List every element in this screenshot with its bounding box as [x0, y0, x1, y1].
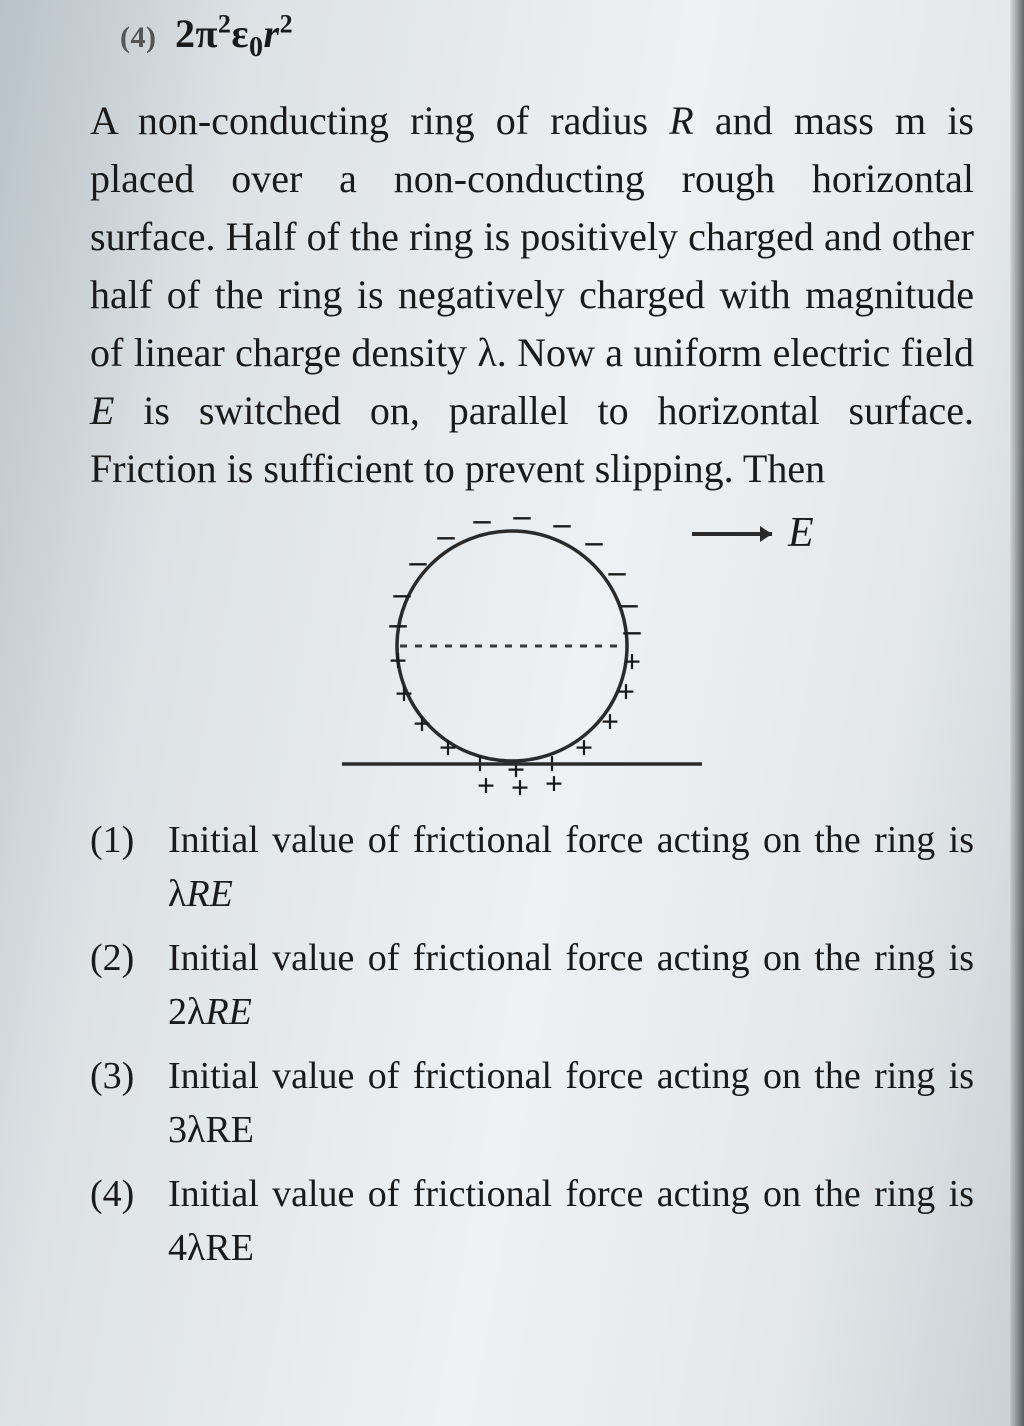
option-text: Initial value of frictional force acting…: [168, 1050, 974, 1158]
option-number: (1): [90, 814, 168, 922]
option-1: (1) Initial value of frictional force ac…: [90, 814, 974, 922]
option-text: Initial value of frictional force acting…: [168, 814, 974, 922]
svg-text:+: +: [623, 643, 641, 679]
option-number: (3): [90, 1050, 168, 1158]
svg-text:–: –: [409, 543, 428, 580]
positive-charges: + + + + + + + + + + + + + +: [389, 642, 641, 796]
svg-text:+: +: [395, 675, 413, 711]
option-number: (2): [90, 932, 168, 1040]
svg-text:–: –: [473, 506, 492, 538]
ring-field-diagram: E – – – – – – – – – – – +: [232, 506, 852, 796]
svg-text:+: +: [545, 765, 563, 796]
question-text: A non-conducting ring of radius R and ma…: [90, 92, 994, 498]
field-label: E: [787, 510, 814, 556]
field-arrow: E: [692, 510, 814, 556]
prev-option-expr: 2π2ε0r2: [175, 11, 293, 56]
svg-text:–: –: [393, 575, 412, 612]
svg-text:+: +: [511, 769, 529, 796]
svg-text:–: –: [553, 506, 572, 542]
options-list: (1) Initial value of frictional force ac…: [90, 814, 994, 1276]
prev-option-number: (4): [120, 21, 156, 54]
svg-text:+: +: [575, 729, 593, 765]
svg-text:+: +: [439, 729, 457, 765]
previous-option-fragment: (4) 2π2ε0r2: [120, 10, 994, 64]
svg-text:–: –: [513, 506, 532, 534]
svg-text:–: –: [585, 523, 604, 560]
option-number: (4): [90, 1168, 168, 1276]
option-text: Initial value of frictional force acting…: [168, 1168, 974, 1276]
option-3: (3) Initial value of frictional force ac…: [90, 1050, 974, 1158]
page: (4) 2π2ε0r2 A non-conducting ring of rad…: [0, 0, 1024, 1426]
svg-text:+: +: [413, 705, 431, 741]
svg-text:+: +: [389, 642, 407, 678]
svg-text:+: +: [477, 767, 495, 796]
option-text: Initial value of frictional force acting…: [168, 932, 974, 1040]
option-4: (4) Initial value of frictional force ac…: [90, 1168, 974, 1276]
diagram-container: E – – – – – – – – – – – +: [90, 506, 994, 796]
option-2: (2) Initial value of frictional force ac…: [90, 932, 974, 1040]
svg-text:–: –: [437, 517, 456, 554]
